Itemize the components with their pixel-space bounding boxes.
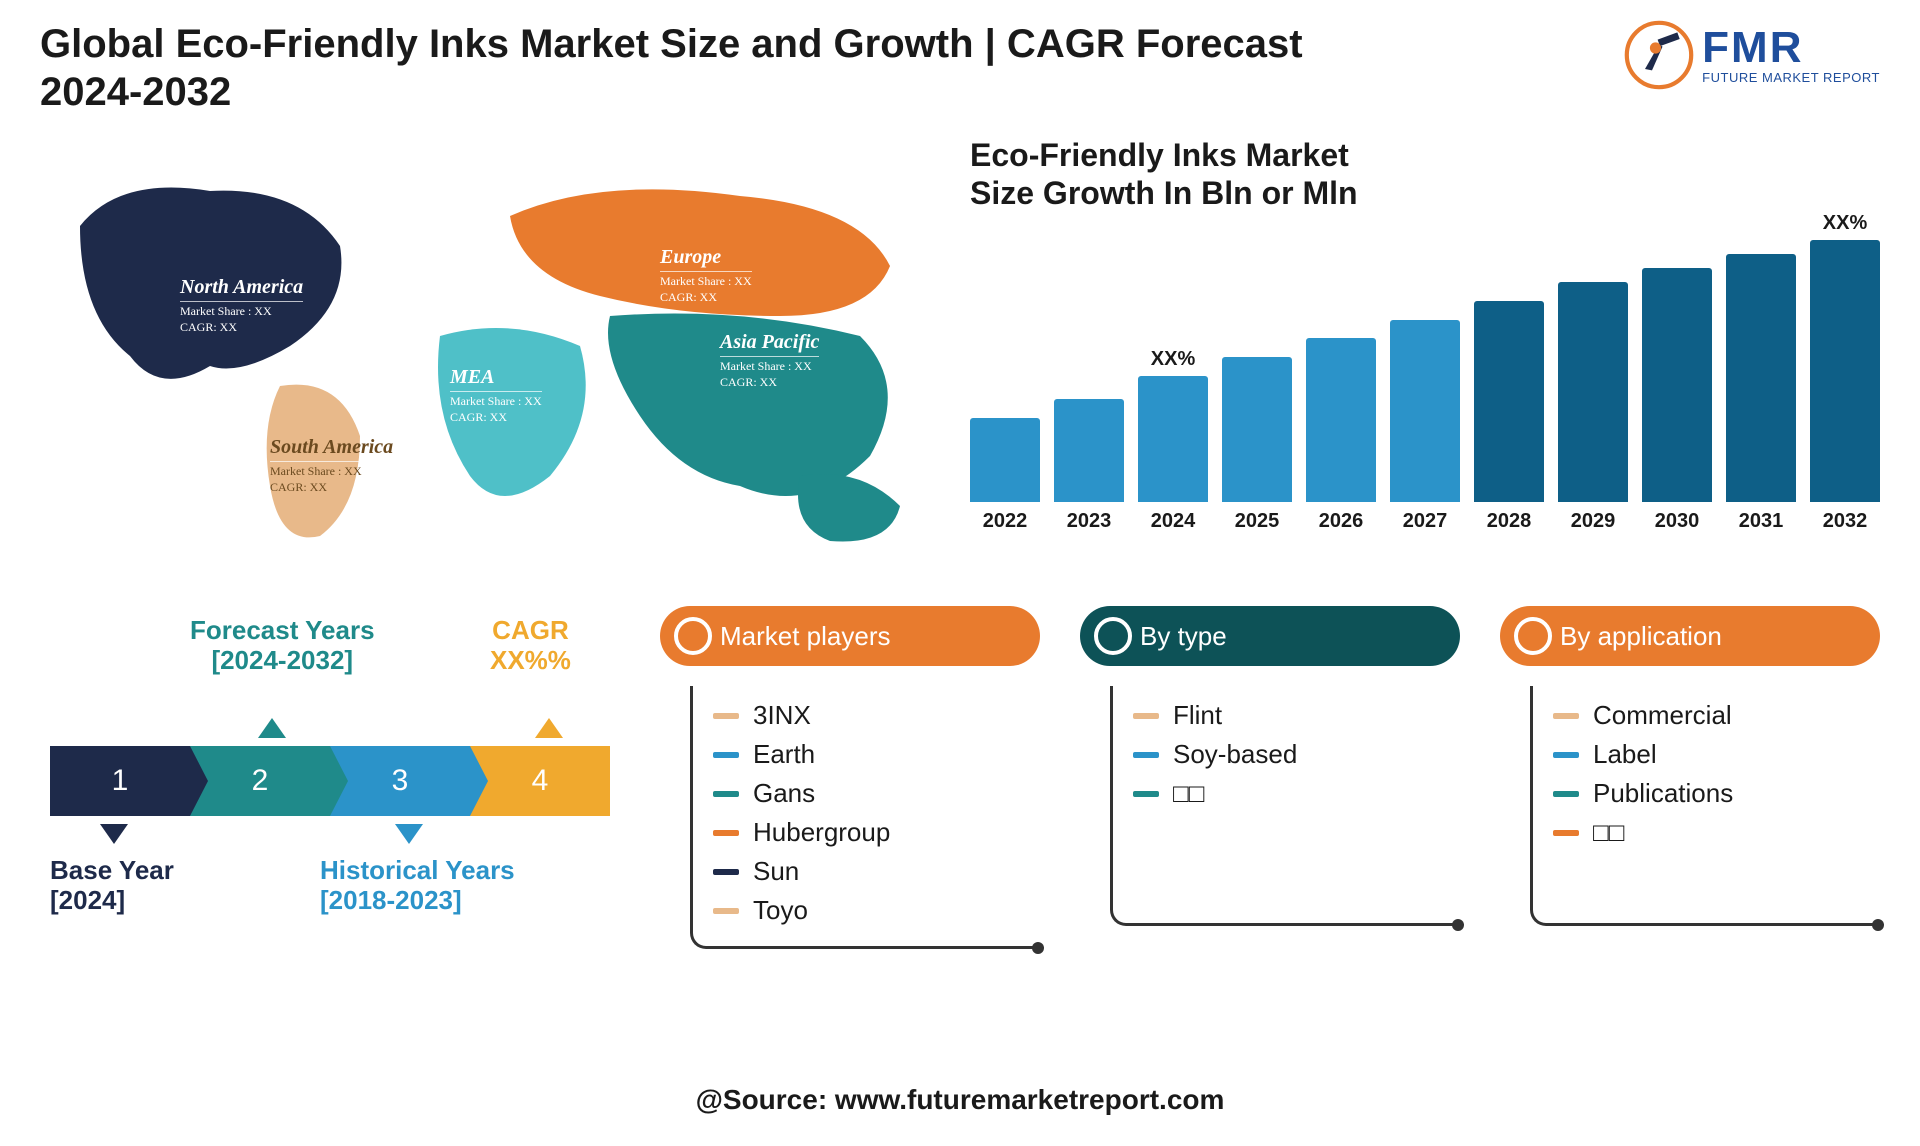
dash-icon [713,752,739,758]
list-item: Publications [1553,774,1880,813]
historical-label: Historical Years[2018-2023] [320,856,515,916]
list-item: Sun [713,852,1040,891]
pill-0: Market players 3INXEarthGansHubergroupSun… [660,606,1040,949]
pill-header: By type [1080,606,1460,666]
bar-2024: XX%2024 [1138,376,1208,533]
dash-icon [1133,752,1159,758]
list-item: Hubergroup [713,813,1040,852]
pill-1: By type FlintSoy-based□□ [1080,606,1460,949]
list-item: 3INX [713,696,1040,735]
dash-icon [713,713,739,719]
timeline-seg-2: 2 [190,746,330,816]
region-ap: Asia PacificMarket Share : XXCAGR: XX [720,331,819,390]
dash-icon [1553,791,1579,797]
bar-2025: 2025 [1222,357,1292,533]
timeline-seg-1: 1 [50,746,190,816]
telescope-icon [1624,20,1694,90]
world-map: North AmericaMarket Share : XXCAGR: XX So… [40,136,940,556]
region-mea: MEAMarket Share : XXCAGR: XX [450,366,542,425]
pill-list: 3INXEarthGansHubergroupSunToyo [690,686,1040,949]
dash-icon [1553,830,1579,836]
bar-2027: 2027 [1390,320,1460,533]
bar-2022: 2022 [970,418,1040,533]
dash-icon [1133,791,1159,797]
triangle-icon [100,824,128,844]
pill-2: By application CommercialLabelPublication… [1500,606,1880,949]
bar-2030: 2030 [1642,268,1712,532]
bar-2023: 2023 [1054,399,1124,533]
list-item: □□ [1553,813,1880,852]
pill-header: Market players [660,606,1040,666]
chart-title: Eco-Friendly Inks Market Size Growth In … [970,136,1390,213]
bar-chart-section: Eco-Friendly Inks Market Size Growth In … [970,136,1880,556]
logo: FMR FUTURE MARKET REPORT [1624,20,1880,90]
dash-icon [713,791,739,797]
pill-header: By application [1500,606,1880,666]
triangle-icon [258,718,286,738]
top-row: North AmericaMarket Share : XXCAGR: XX So… [40,136,1880,556]
timeline-seg-4: 4 [470,746,610,816]
logo-text: FMR [1702,26,1880,70]
bar-2029: 2029 [1558,282,1628,532]
dash-icon [713,869,739,875]
list-item: Earth [713,735,1040,774]
region-eu: EuropeMarket Share : XXCAGR: XX [660,246,752,305]
timeline-bar: 1234 [50,746,610,816]
dash-icon [1133,713,1159,719]
source-attribution: @Source: www.futuremarketreport.com [696,1084,1225,1116]
forecast-label: Forecast Years[2024-2032] [190,616,375,676]
dash-icon [713,908,739,914]
region-na: North AmericaMarket Share : XXCAGR: XX [180,276,303,335]
pill-list: FlintSoy-based□□ [1110,686,1460,926]
list-item: □□ [1133,774,1460,813]
list-item: Toyo [713,891,1040,930]
list-item: Flint [1133,696,1460,735]
bar-chart: 20222023XX%20242025202620272028202920302… [970,233,1880,533]
dash-icon [713,830,739,836]
bottom-row: Forecast Years[2024-2032] CAGRXX%% 1234 … [40,606,1880,956]
logo-subtitle: FUTURE MARKET REPORT [1702,70,1880,85]
base-year-label: Base Year[2024] [50,856,174,916]
timeline-seg-3: 3 [330,746,470,816]
list-item: Soy-based [1133,735,1460,774]
bar-2031: 2031 [1726,254,1796,532]
triangle-icon [535,718,563,738]
pill-list: CommercialLabelPublications□□ [1530,686,1880,926]
region-sa: South AmericaMarket Share : XXCAGR: XX [270,436,393,495]
header: Global Eco-Friendly Inks Market Size and… [40,20,1880,116]
list-item: Label [1553,735,1880,774]
list-item: Gans [713,774,1040,813]
list-item: Commercial [1553,696,1880,735]
bar-2028: 2028 [1474,301,1544,533]
page-title: Global Eco-Friendly Inks Market Size and… [40,20,1340,116]
dash-icon [1553,752,1579,758]
bar-2026: 2026 [1306,338,1376,532]
bar-2032: XX%2032 [1810,240,1880,532]
cagr-label: CAGRXX%% [490,616,571,676]
triangle-icon [395,824,423,844]
dash-icon [1553,713,1579,719]
timeline: Forecast Years[2024-2032] CAGRXX%% 1234 … [40,606,630,956]
pills-row: Market players 3INXEarthGansHubergroupSun… [660,606,1880,949]
